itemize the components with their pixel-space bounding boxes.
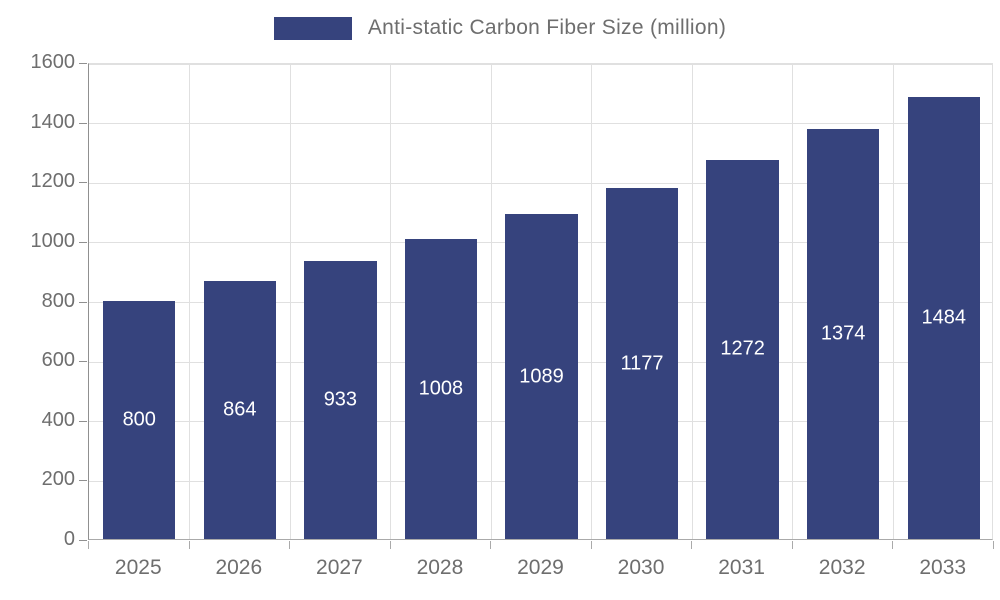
y-axis-tick-mark <box>79 63 87 64</box>
y-axis-tick-label: 400 <box>41 408 75 431</box>
y-axis-tick-mark <box>79 301 87 303</box>
bar-2027: 933 <box>304 260 377 539</box>
x-axis-tick-mark <box>289 541 291 549</box>
x-axis-tick-mark <box>188 541 190 549</box>
bar-2033: 1484 <box>907 96 980 539</box>
plot-area: 800 864 933 1008 1089 1177 1272 1374 1484 <box>88 63 993 540</box>
x-axis-tick-label: 2029 <box>517 556 564 579</box>
x-axis-tick-label: 2025 <box>114 556 162 579</box>
x-axis-tick-mark <box>389 541 391 549</box>
bar-value-label: 1272 <box>720 337 765 360</box>
y-axis-tick-mark <box>79 540 87 541</box>
legend: Anti-static Carbon Fiber Size (million) <box>0 16 1000 40</box>
x-axis-tick-mark <box>691 541 693 549</box>
bar-value-label: 933 <box>323 388 358 411</box>
x-axis-tick-label: 2026 <box>215 556 263 579</box>
gridline-horizontal <box>89 182 992 184</box>
y-axis-tick-mark <box>79 122 87 124</box>
y-axis-tick-label: 200 <box>41 468 75 491</box>
x-axis-tick-mark <box>490 541 492 549</box>
bar-value-label: 1177 <box>620 352 664 375</box>
y-axis-tick-label: 800 <box>41 289 75 312</box>
gridline-vertical <box>390 64 392 539</box>
bar-value-label: 864 <box>223 398 257 421</box>
gridline-vertical <box>189 64 191 539</box>
legend-swatch-icon <box>273 16 352 40</box>
gridline-vertical <box>792 64 794 539</box>
y-axis-tick-label: 1200 <box>30 170 76 193</box>
bar-value-label: 1484 <box>921 306 966 329</box>
x-axis-tick-label: 2030 <box>617 556 665 579</box>
gridline-vertical <box>490 64 492 539</box>
y-axis-tick-mark <box>79 241 87 243</box>
gridline-horizontal <box>89 123 992 125</box>
bar-value-label: 1374 <box>820 322 866 345</box>
bar-2032: 1374 <box>806 129 880 539</box>
y-axis-tick-mark <box>79 361 87 363</box>
y-axis-tick-mark <box>79 182 87 184</box>
legend-item[interactable]: Anti-static Carbon Fiber Size (million) <box>273 16 727 40</box>
bar-2031: 1272 <box>706 159 779 539</box>
y-axis-tick-label: 1600 <box>30 51 76 73</box>
gridline-vertical <box>691 64 693 539</box>
x-axis-tick-mark <box>88 541 89 549</box>
y-axis-tick-mark <box>79 480 87 482</box>
x-axis-tick-mark <box>892 541 894 549</box>
x-axis-tick-label: 2032 <box>818 556 866 579</box>
y-axis-tick-label: 1000 <box>30 229 76 252</box>
bar-value-label: 800 <box>122 408 156 431</box>
x-axis-tick-label: 2028 <box>416 556 464 579</box>
x-axis-tick-label: 2027 <box>316 556 363 579</box>
bar-value-label: 1089 <box>519 365 564 388</box>
x-axis-tick-mark <box>993 541 994 549</box>
x-axis-tick-mark <box>791 541 793 549</box>
gridline-horizontal <box>89 63 992 65</box>
gridline-vertical <box>289 64 291 539</box>
legend-label: Anti-static Carbon Fiber Size (million) <box>367 16 727 39</box>
y-axis-tick-label: 600 <box>41 349 75 372</box>
x-axis-tick-label: 2033 <box>919 556 967 579</box>
y-axis-tick-mark <box>79 420 87 422</box>
bar-2029: 1089 <box>505 214 578 539</box>
bar-2026: 864 <box>203 281 277 539</box>
x-axis-tick-label: 2031 <box>718 556 765 579</box>
bar-value-label: 1008 <box>418 377 464 400</box>
gridline-vertical <box>892 64 894 539</box>
y-axis-tick-label: 0 <box>63 528 75 550</box>
gridline-vertical <box>591 64 593 539</box>
bar-2028: 1008 <box>404 238 478 539</box>
x-axis-tick-mark <box>590 541 592 549</box>
bar-2030: 1177 <box>605 188 679 539</box>
y-axis-tick-label: 1400 <box>30 110 76 133</box>
bar-2025: 800 <box>103 300 176 539</box>
